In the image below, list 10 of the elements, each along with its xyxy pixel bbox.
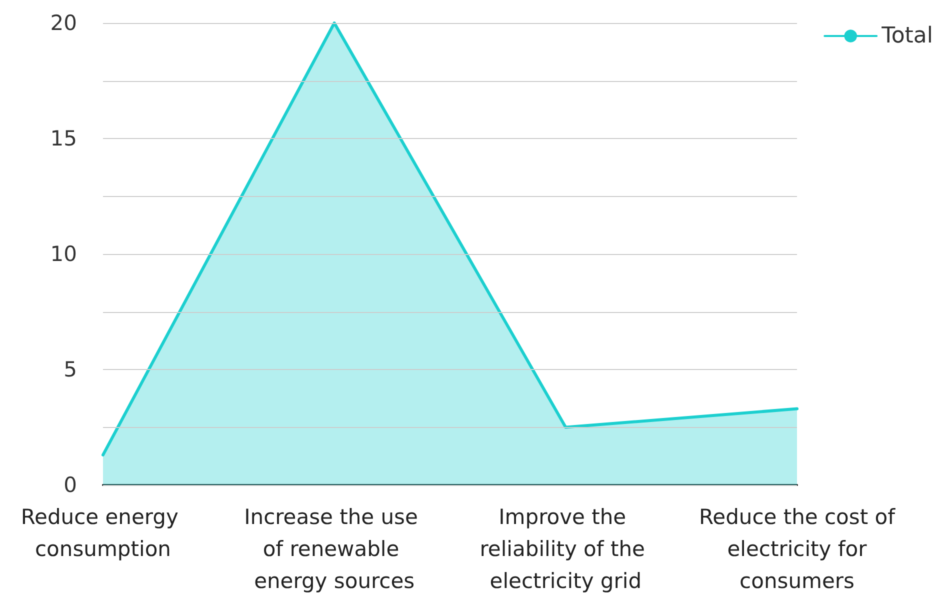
x-tick-label: Increase the use of renewable energy sources: [244, 505, 425, 593]
y-tick-label: 20: [50, 11, 77, 35]
x-tick-label: Improve the reliability of the electricity grid: [480, 505, 652, 593]
y-tick-label: 0: [64, 473, 77, 497]
y-tick-label: 15: [50, 126, 77, 150]
x-tick-label: Reduce energy consumption: [20, 505, 186, 561]
y-tick-label: 5: [64, 358, 77, 382]
y-tick-label: 10: [50, 242, 77, 266]
x-tick-label: Reduce the cost of electricity for consumers: [699, 505, 896, 593]
legend-label: Total: [880, 24, 934, 48]
